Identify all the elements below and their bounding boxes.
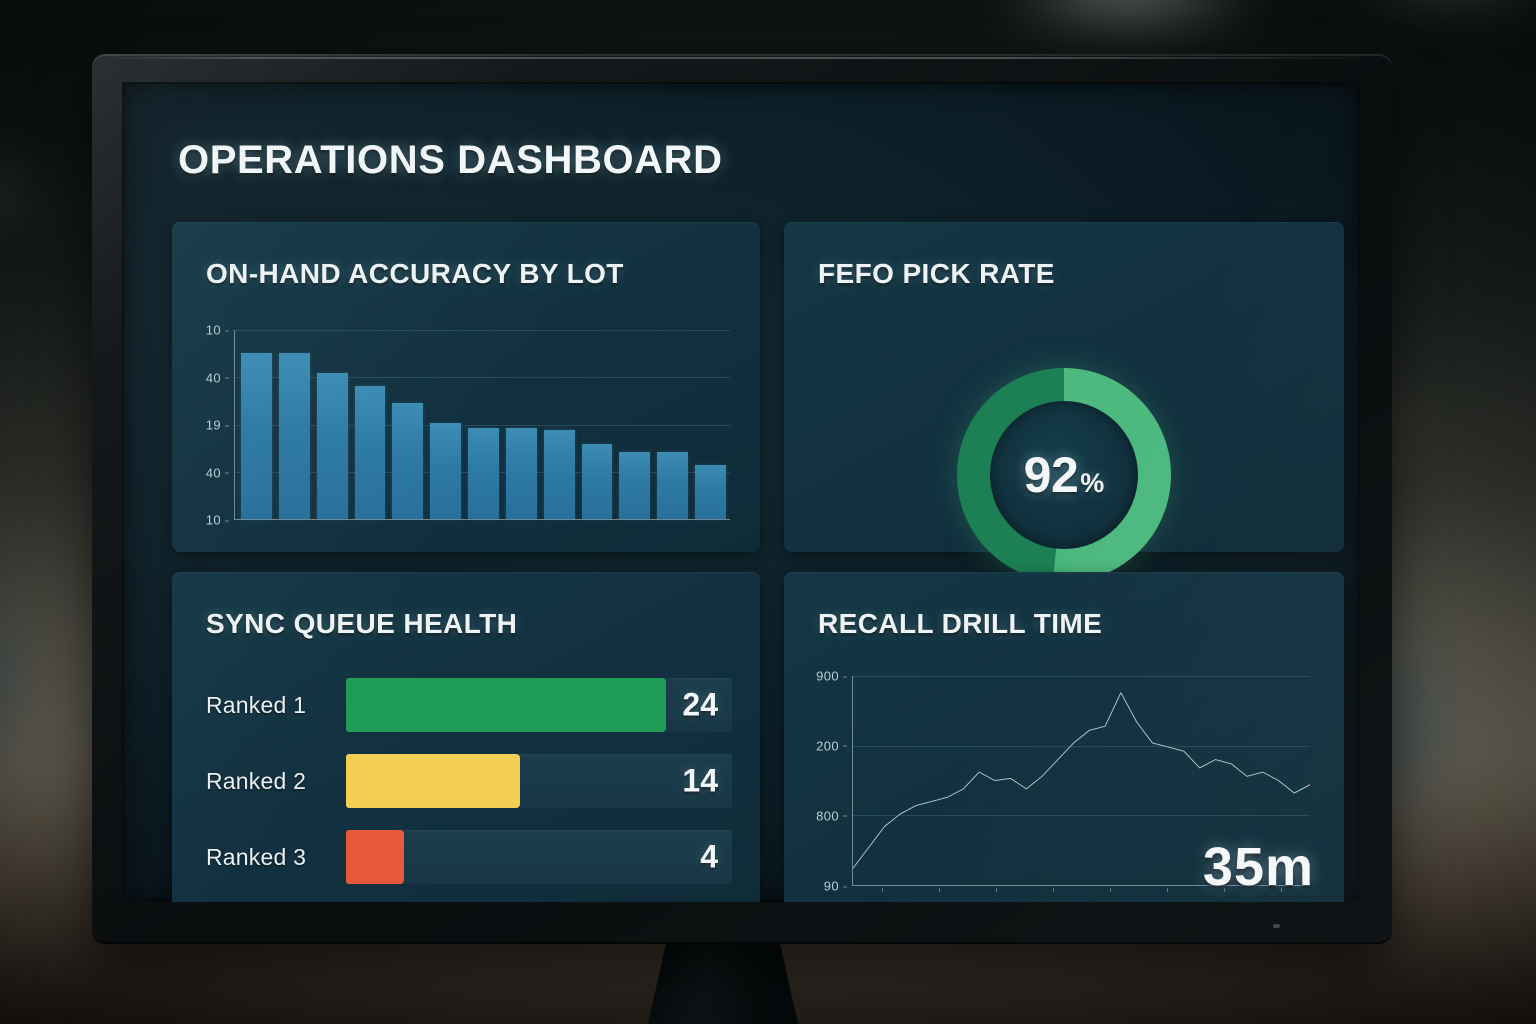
line-chart-y-tick: 900 [816, 668, 847, 684]
sync-queue-bar-list: Ranked 1 24 Ranked 2 14 Ranked 3 4 [206, 678, 732, 902]
bar-chart-bar [581, 444, 613, 519]
bar-chart-y-tick: 40 [205, 370, 230, 385]
sync-queue-row-value: 24 [682, 686, 718, 723]
panel-title-recall: RECALL DRILL TIME [818, 608, 1103, 639]
line-chart-x-tick [881, 888, 883, 892]
bar-chart-y-tick: 10 [205, 322, 230, 338]
bar-chart-bar [505, 427, 537, 519]
page-title: OPERATIONS DASHBOARD [178, 138, 723, 182]
donut-unit: % [1080, 468, 1105, 498]
line-chart-x-tick [1167, 888, 1169, 892]
donut-value: 92 [1023, 447, 1079, 503]
bar-chart-y-tick: 40 [205, 465, 230, 480]
panel-title-sync: SYNC QUEUE HEALTH [206, 608, 518, 639]
line-chart-x-tick [938, 888, 940, 892]
line-chart-gridline [853, 676, 1310, 677]
monitor-bezel: OPERATIONS DASHBOARD ON-HAND ACCURACY BY… [92, 54, 1392, 944]
bar-chart-bar [354, 385, 386, 519]
monitor-stand-neck [648, 930, 798, 1024]
bar-chart-bar [619, 452, 651, 519]
bar-chart-plot-area [234, 330, 730, 520]
sync-queue-row-label: Ranked 1 [206, 691, 307, 718]
bar-chart-bar [695, 464, 726, 519]
donut-hole [990, 401, 1138, 549]
bar-chart-gridline [235, 424, 730, 426]
panel-recall-drill-time[interactable]: RECALL DRILL TIME 900 200 800 90 35m [784, 572, 1344, 902]
bar-chart-bar [543, 429, 575, 519]
line-chart-y-tick: 200 [816, 738, 847, 754]
bar-chart-bar [468, 427, 499, 519]
sync-queue-row-fill [346, 830, 404, 884]
line-chart-y-axis: 900 200 800 90 [804, 669, 852, 894]
line-chart-x-tick [995, 888, 997, 892]
line-chart-x-tick [1224, 888, 1226, 892]
sync-queue-row[interactable]: Ranked 1 24 [206, 678, 732, 732]
line-chart-gridline [853, 815, 1310, 817]
recall-drill-time-value: 35m [1202, 837, 1314, 897]
sync-queue-row-track: 24 [346, 678, 732, 732]
sync-queue-row-label: Ranked 3 [206, 843, 307, 870]
bar-chart-bar [430, 423, 462, 519]
line-chart-y-tick: 90 [823, 878, 848, 894]
line-chart-plot-area [852, 676, 1310, 892]
panel-sync-queue-health[interactable]: SYNC QUEUE HEALTH Ranked 1 24 Ranked 2 14 Ra… [172, 572, 760, 902]
line-chart-y-tick: 800 [816, 808, 847, 824]
bar-chart-bar [316, 373, 348, 519]
bar-chart-gridline [235, 377, 730, 379]
panel-title-fefo: FEFO PICK RATE [818, 258, 1055, 289]
panel-fefo-pick-rate[interactable]: FEFO PICK RATE 92 % [784, 222, 1344, 582]
power-led-icon [1273, 924, 1280, 928]
panel-on-hand-accuracy[interactable]: ON-HAND ACCURACY BY LOT 10 40 19 40 10 [172, 222, 760, 552]
bezel-highlight [102, 57, 1382, 59]
panel-title-accuracy: ON-HAND ACCURACY BY LOT [206, 258, 624, 289]
bar-chart[interactable]: 10 40 19 40 10 [190, 323, 742, 528]
bar-chart-y-tick: 19 [205, 417, 230, 433]
sync-queue-row[interactable]: Ranked 2 14 [206, 754, 732, 808]
sync-queue-row-track: 4 [346, 830, 732, 884]
donut-center-label: 92 % [1024, 446, 1105, 504]
bar-chart-y-tick: 10 [205, 512, 230, 528]
sync-queue-row-track: 14 [346, 754, 732, 808]
bar-chart-bar [278, 352, 310, 519]
bar-chart-bar [392, 402, 424, 519]
dashboard-screen: OPERATIONS DASHBOARD ON-HAND ACCURACY BY… [122, 82, 1360, 902]
sync-queue-row-value: 14 [682, 762, 718, 799]
line-chart-series [853, 676, 1310, 885]
bar-chart-bars [241, 330, 726, 519]
bar-chart-bar [241, 352, 272, 519]
sync-queue-row[interactable]: Ranked 3 4 [206, 830, 732, 884]
sync-queue-row-fill [346, 754, 520, 808]
line-chart-gridline [853, 745, 1310, 747]
bar-chart-gridline [235, 330, 730, 331]
line-chart-x-tick [1052, 888, 1054, 892]
sync-queue-row-value: 4 [700, 838, 718, 875]
line-chart-x-tick [1110, 888, 1112, 892]
line-chart[interactable]: 900 200 800 90 [804, 669, 1324, 894]
line-chart-x-tick [1281, 888, 1283, 892]
bar-chart-y-axis: 10 40 19 40 10 [190, 323, 234, 528]
sync-queue-row-label: Ranked 2 [206, 767, 307, 794]
donut-chart[interactable]: 92 % [957, 368, 1171, 582]
sync-queue-row-fill [346, 678, 667, 732]
bar-chart-bar [657, 452, 689, 519]
